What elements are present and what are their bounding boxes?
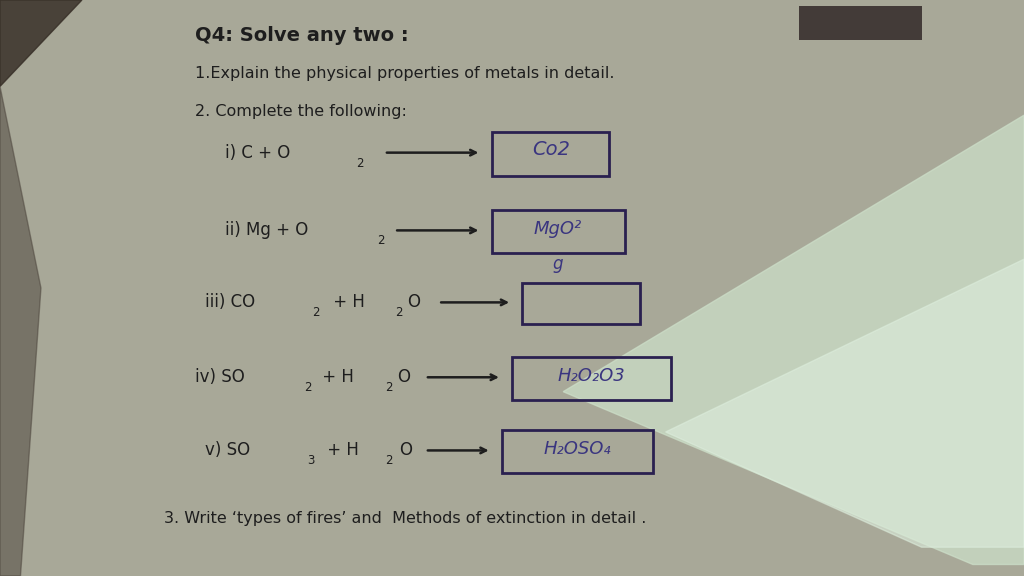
- Text: 3: 3: [307, 454, 314, 467]
- Text: O: O: [397, 368, 411, 386]
- Text: 2: 2: [356, 157, 364, 169]
- Bar: [799, 6, 922, 40]
- Text: 2: 2: [395, 306, 402, 319]
- Text: 2: 2: [385, 381, 392, 394]
- Polygon shape: [666, 259, 1024, 547]
- Text: 2: 2: [377, 234, 384, 247]
- Text: H₂OSO₄: H₂OSO₄: [544, 439, 611, 458]
- Bar: [492, 210, 625, 253]
- Text: g: g: [553, 255, 563, 273]
- Text: 3. Write ‘types of fires’ and  Methods of extinction in detail .: 3. Write ‘types of fires’ and Methods of…: [164, 511, 646, 526]
- Bar: [522, 283, 640, 324]
- Bar: [502, 430, 653, 473]
- Text: + H: + H: [322, 441, 358, 460]
- Text: Q4: Solve any two :: Q4: Solve any two :: [195, 26, 409, 45]
- Text: + H: + H: [317, 368, 354, 386]
- Bar: [512, 357, 671, 400]
- Text: + H: + H: [328, 293, 365, 312]
- Text: iv) SO: iv) SO: [195, 368, 245, 386]
- Text: 2. Complete the following:: 2. Complete the following:: [195, 104, 407, 119]
- Polygon shape: [0, 0, 82, 86]
- Bar: [492, 132, 609, 176]
- Text: v) SO: v) SO: [205, 441, 250, 460]
- Text: O: O: [399, 441, 413, 460]
- Text: 2: 2: [385, 454, 392, 467]
- Text: ii) Mg + O: ii) Mg + O: [225, 221, 308, 240]
- Text: 2: 2: [304, 381, 311, 394]
- Text: i) C + O: i) C + O: [225, 143, 291, 162]
- Text: 1.Explain the physical properties of metals in detail.: 1.Explain the physical properties of met…: [195, 66, 614, 81]
- Text: iii) CO: iii) CO: [205, 293, 255, 312]
- Text: O: O: [408, 293, 421, 312]
- Text: H₂O₂O3: H₂O₂O3: [558, 366, 626, 385]
- Text: MgO²: MgO²: [534, 219, 583, 238]
- Polygon shape: [563, 115, 1024, 564]
- Text: 2: 2: [312, 306, 319, 319]
- Text: Co2: Co2: [532, 141, 569, 159]
- Polygon shape: [0, 86, 41, 576]
